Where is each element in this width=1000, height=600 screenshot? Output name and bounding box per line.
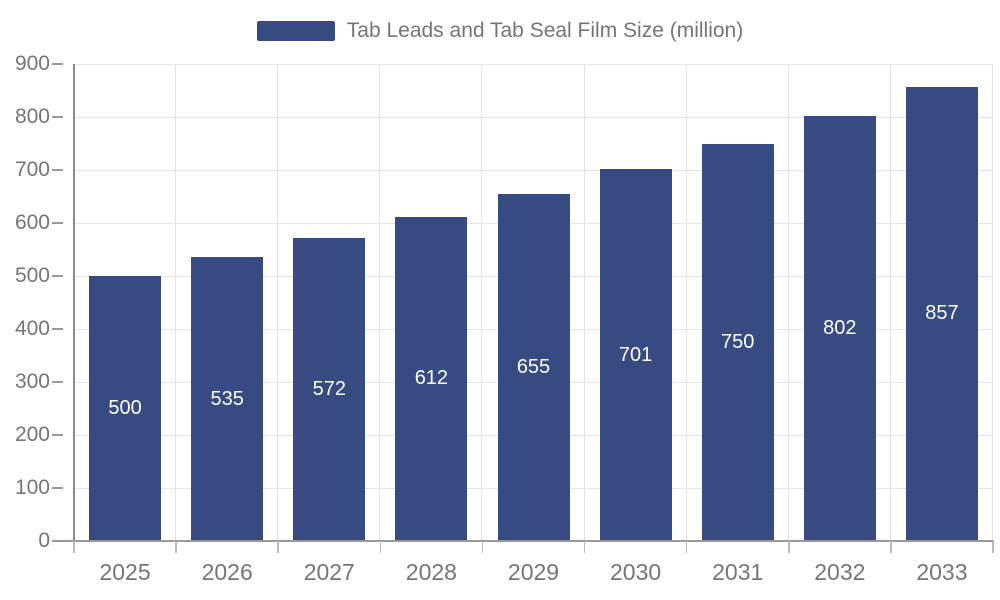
bar[interactable]: 655 <box>497 193 570 541</box>
y-axis-line <box>73 64 75 541</box>
bar-value-label: 535 <box>210 387 244 410</box>
x-tick <box>685 541 688 553</box>
gridline-horizontal <box>74 63 993 65</box>
x-tick-label: 2028 <box>405 559 457 585</box>
y-tick-label: 700 <box>14 158 50 181</box>
bar-value-label: 612 <box>414 367 449 390</box>
y-tick <box>52 169 63 171</box>
x-tick-label: 2031 <box>712 559 764 585</box>
bar-value-label: 655 <box>516 355 551 378</box>
y-tick-label: 0 <box>38 529 50 552</box>
x-tick <box>788 541 790 553</box>
gridline-vertical <box>787 64 789 541</box>
y-tick-label: 200 <box>14 423 50 446</box>
gridline-vertical <box>277 64 279 541</box>
gridline-vertical <box>379 64 381 541</box>
x-tick <box>73 541 75 553</box>
y-tick-label: 400 <box>14 317 50 340</box>
gridline-horizontal <box>74 169 993 171</box>
y-tick-label: 800 <box>14 105 50 128</box>
y-tick <box>52 63 63 65</box>
y-tick <box>52 222 63 224</box>
y-tick-label: 300 <box>14 370 50 393</box>
bar[interactable]: 535 <box>191 257 264 541</box>
x-tick <box>481 541 484 553</box>
bar-value-label: 802 <box>823 316 857 339</box>
y-tick-label: 600 <box>14 211 50 234</box>
y-tick <box>52 381 63 383</box>
x-tick <box>379 541 382 553</box>
y-tick <box>52 540 63 542</box>
bar[interactable]: 802 <box>803 115 876 541</box>
bar-value-label: 500 <box>108 397 142 419</box>
x-axis-line <box>52 540 994 542</box>
x-tick-label: 2030 <box>610 559 662 585</box>
bar-value-label: 701 <box>618 343 653 366</box>
bar[interactable]: 572 <box>293 237 366 541</box>
bar[interactable]: 750 <box>701 143 774 541</box>
gridline-vertical <box>481 64 483 541</box>
gridline-vertical <box>889 64 891 541</box>
bar-value-label: 750 <box>721 330 755 353</box>
y-tick <box>52 487 63 489</box>
y-tick-label: 100 <box>14 476 50 499</box>
bar-value-label: 572 <box>312 377 346 400</box>
bar[interactable]: 857 <box>905 86 978 541</box>
gridline-vertical <box>992 64 993 541</box>
gridline-vertical <box>175 64 177 541</box>
x-tick-label: 2025 <box>99 559 151 585</box>
x-tick-label: 2026 <box>201 559 253 585</box>
plot-area: 500 535 572 612 655 701 750 802 857 <box>74 63 993 541</box>
legend-swatch-icon[interactable] <box>256 21 335 41</box>
x-tick <box>583 541 586 553</box>
x-tick <box>890 541 892 553</box>
legend[interactable]: Tab Leads and Tab Seal Film Size (millio… <box>0 19 1000 43</box>
bar[interactable]: 612 <box>395 216 468 541</box>
x-tick-label: 2029 <box>507 559 560 585</box>
x-tick-label: 2032 <box>814 559 866 585</box>
y-tick <box>52 275 63 277</box>
bar[interactable]: 500 <box>89 276 162 541</box>
y-tick-label: 500 <box>14 264 50 287</box>
y-tick <box>52 434 63 436</box>
x-tick-label: 2033 <box>916 559 968 585</box>
x-tick-label: 2027 <box>303 559 355 585</box>
x-tick <box>992 541 994 553</box>
gridline-vertical <box>583 64 585 541</box>
bar[interactable]: 701 <box>599 169 672 541</box>
y-tick <box>52 116 63 118</box>
gridline-vertical <box>685 64 687 541</box>
x-tick <box>175 541 177 553</box>
y-tick <box>52 328 63 330</box>
bar-value-label: 857 <box>925 302 959 325</box>
x-tick <box>277 541 279 553</box>
legend-label[interactable]: Tab Leads and Tab Seal Film Size (millio… <box>346 19 744 42</box>
gridline-horizontal <box>74 116 993 118</box>
y-tick-label: 900 <box>14 52 50 75</box>
